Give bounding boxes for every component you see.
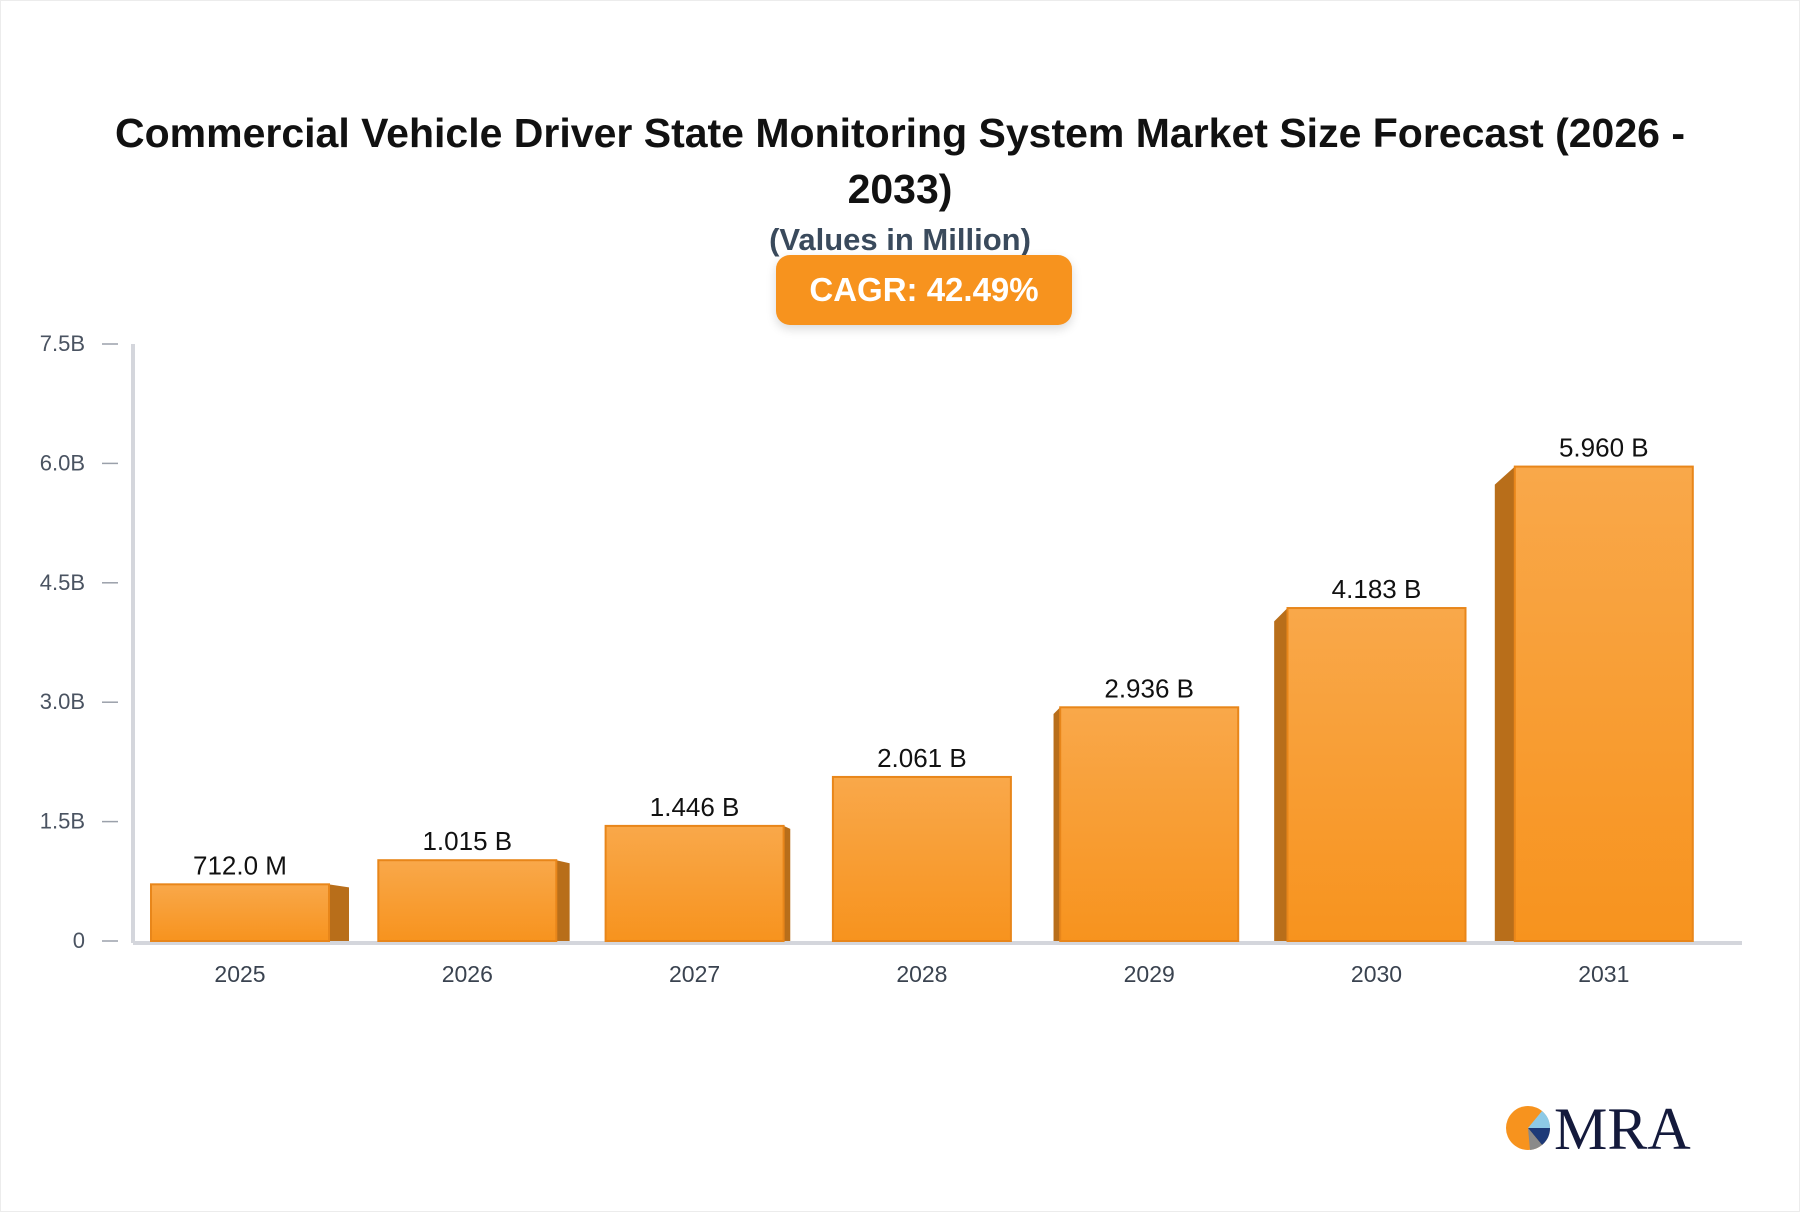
y-tick-label: 3.0B xyxy=(40,689,85,714)
mra-logo-icon: MRA xyxy=(1506,1096,1691,1155)
chart-title: Commercial Vehicle Driver State Monitori… xyxy=(115,110,1685,212)
y-tick-label: 1.5B xyxy=(40,809,85,834)
y-tick-label: 7.5B xyxy=(40,331,85,356)
y-tick-label: 0 xyxy=(73,928,85,953)
bar xyxy=(1286,607,1467,942)
bar-side xyxy=(1274,608,1288,941)
bar xyxy=(150,883,330,943)
data-label: 2.936 B xyxy=(1104,673,1194,703)
x-tick-label: 2025 xyxy=(214,961,265,987)
x-tick-label: 2026 xyxy=(442,961,493,987)
data-label: 712.0 M xyxy=(193,850,287,880)
bar xyxy=(1059,706,1240,942)
bar-side xyxy=(1494,466,1515,941)
bar xyxy=(377,859,558,942)
cagr-badge: CAGR: 42.49% xyxy=(776,255,1072,325)
chart-subtitle: (Values in Million) xyxy=(769,222,1031,257)
x-tick-label: 2029 xyxy=(1124,961,1175,987)
svg-text:MRA: MRA xyxy=(1554,1096,1691,1155)
data-label: 1.015 B xyxy=(422,826,512,856)
y-tick-label: 6.0B xyxy=(40,450,85,475)
x-tick-label: 2031 xyxy=(1578,961,1629,987)
bar-side xyxy=(1053,707,1061,941)
bar-side xyxy=(329,884,349,941)
data-label: 2.061 B xyxy=(877,743,967,773)
bar xyxy=(604,824,785,942)
bar xyxy=(1513,465,1694,942)
x-tick-label: 2027 xyxy=(669,961,720,987)
data-label: 4.183 B xyxy=(1332,574,1422,604)
bar-side xyxy=(556,860,570,941)
data-label: 5.960 B xyxy=(1559,433,1649,463)
x-tick-label: 2030 xyxy=(1351,961,1402,987)
bar xyxy=(831,775,1012,942)
x-tick-label: 2028 xyxy=(896,961,947,987)
data-label: 1.446 B xyxy=(650,792,740,822)
bar-side xyxy=(783,825,791,941)
y-tick-label: 4.5B xyxy=(40,570,85,595)
